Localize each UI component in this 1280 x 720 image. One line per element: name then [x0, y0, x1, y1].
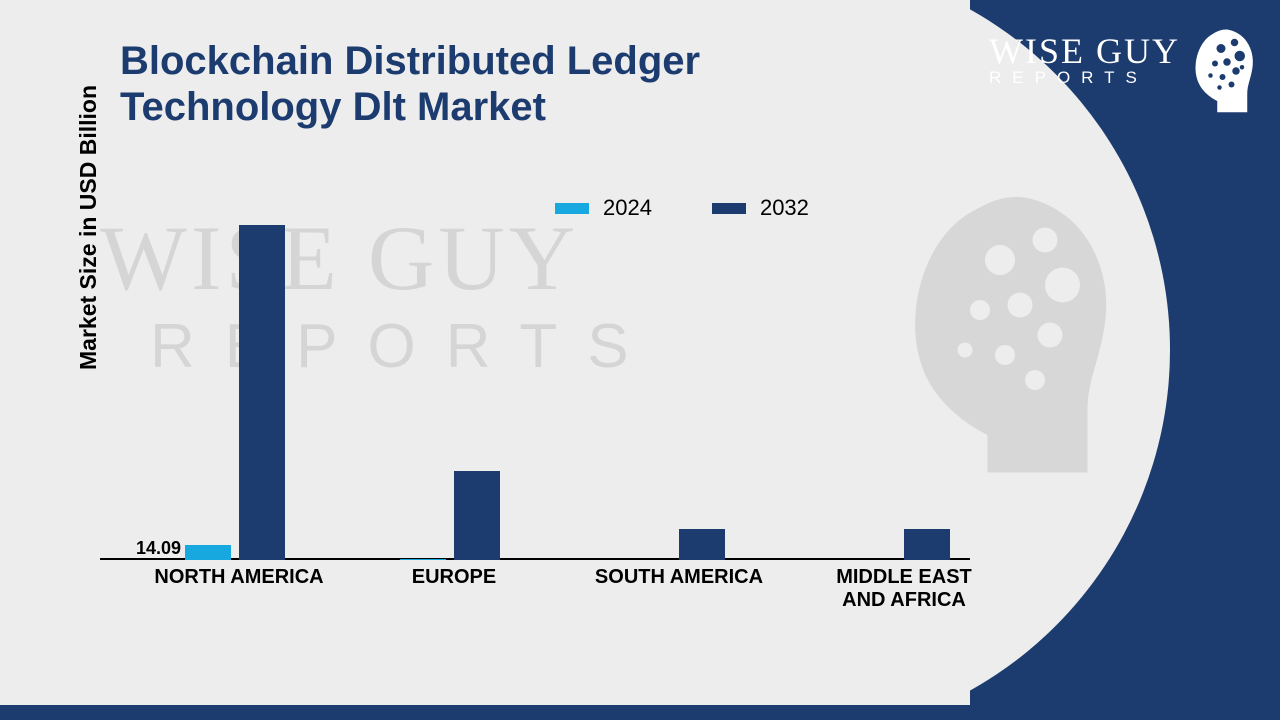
legend-swatch-2032 [712, 203, 746, 214]
category-label-eu: EUROPE [369, 566, 539, 589]
bar-sa-2032 [679, 529, 725, 560]
page-root: WISE GUY REPORTS Blockchain Distributed … [0, 0, 1280, 720]
category-label-mea: MIDDLE EAST AND AFRICA [819, 566, 989, 612]
main-area: WISE GUY REPORTS Blockchain Distributed … [0, 0, 1280, 705]
legend-item-2024: 2024 [555, 195, 652, 221]
bar-na-2032 [239, 225, 285, 560]
legend: 2024 2032 [555, 195, 809, 221]
chart-title: Blockchain Distributed Ledger Technology… [120, 38, 840, 130]
bar-eu-2024 [400, 559, 446, 560]
logo-line1-text: WISE GUY [989, 31, 1180, 71]
legend-item-2032: 2032 [712, 195, 809, 221]
legend-label-2024: 2024 [603, 195, 652, 221]
y-axis-label: Market Size in USD Billion [75, 85, 102, 370]
bar-mea-2032 [904, 529, 950, 560]
bar-na-2024 [185, 545, 231, 560]
bottom-bar [0, 705, 1280, 720]
category-label-na: NORTH AMERICA [154, 566, 324, 589]
value-label-na-2024: 14.09 [136, 538, 181, 559]
brand-logo: WISE GUY REPORTS [989, 30, 1254, 88]
legend-label-2032: 2032 [760, 195, 809, 221]
bar-eu-2032 [454, 471, 500, 560]
category-label-sa: SOUTH AMERICA [594, 566, 764, 589]
logo-head-icon [1182, 26, 1260, 116]
legend-swatch-2024 [555, 203, 589, 214]
chart-plot: 14.09 NORTH AMERICA EUROPE SOUTH AMERICA… [100, 225, 970, 560]
